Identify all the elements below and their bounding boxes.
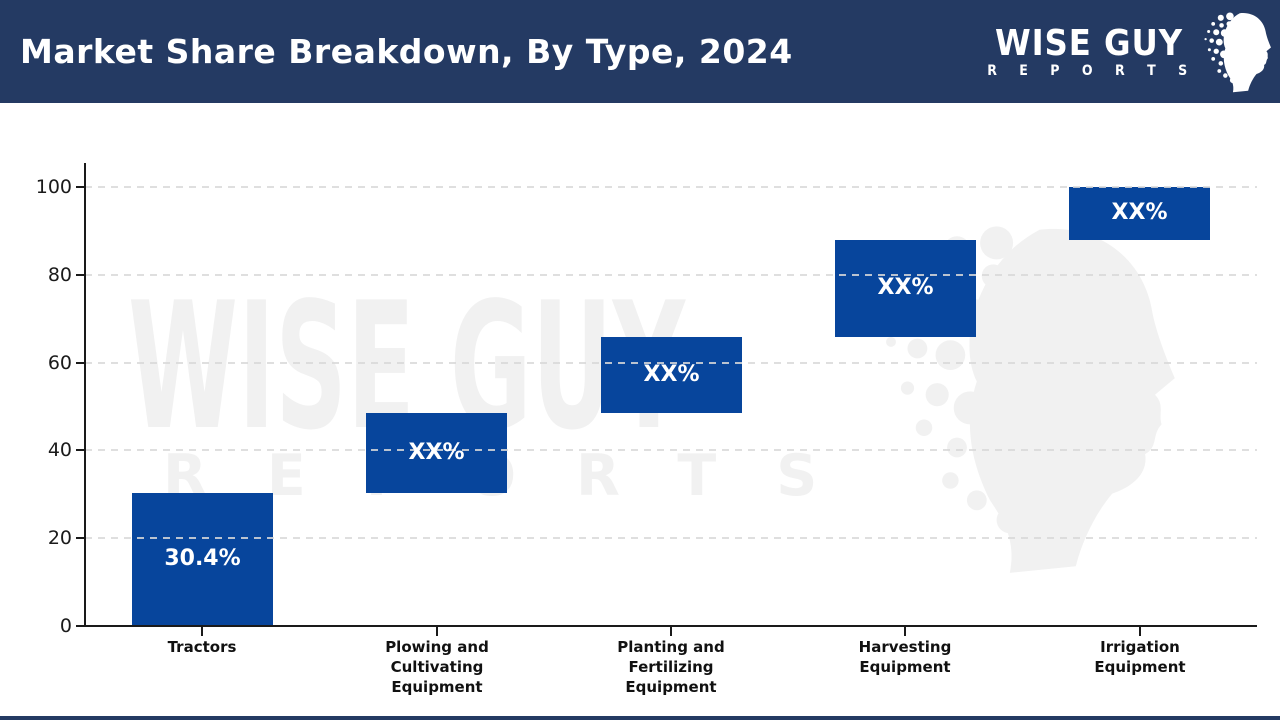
brand-name: WISE GUY	[994, 22, 1183, 64]
data-bar	[1069, 187, 1210, 240]
x-axis-category-label: Plowing and Cultivating Equipment	[385, 638, 489, 696]
brand-head-icon	[1204, 12, 1271, 93]
y-axis-tick-label: 20	[47, 527, 72, 550]
data-bar	[366, 413, 507, 493]
x-axis-line	[84, 625, 1257, 627]
data-bar-value-label: XX%	[1111, 200, 1168, 225]
y-axis-tick-label: 60	[47, 351, 72, 374]
y-axis-tick	[76, 186, 85, 188]
y-gridline	[85, 273, 1257, 276]
y-axis-tick-label: 80	[47, 263, 72, 286]
header-band: Market Share Breakdown, By Type, 2024 WI…	[0, 0, 1280, 103]
x-axis-tick	[1139, 627, 1141, 636]
y-axis-tick-label: 100	[35, 176, 72, 198]
y-axis-line	[84, 163, 86, 627]
data-bar-value-label: XX%	[877, 275, 934, 300]
y-axis-tick	[76, 273, 85, 276]
chart-title: Market Share Breakdown, By Type, 2024	[20, 32, 793, 71]
x-axis-tick	[201, 627, 203, 636]
y-gridline	[85, 186, 1257, 188]
x-axis-tick	[670, 627, 672, 636]
y-gridline	[85, 537, 1257, 540]
brand-subtitle: R E P O R T S	[987, 62, 1196, 79]
data-bar	[132, 493, 273, 626]
brand-logo: WISE GUY R E P O R T S	[958, 6, 1274, 98]
y-gridline	[85, 449, 1257, 452]
y-axis-tick	[76, 361, 85, 364]
x-axis-category-label: Harvesting Equipment	[858, 638, 952, 676]
data-bar	[835, 240, 976, 337]
data-bar	[601, 337, 742, 413]
x-axis-category-label: Irrigation Equipment	[1094, 638, 1186, 676]
footer-strip	[0, 716, 1280, 720]
y-axis-tick-label: 0	[59, 615, 72, 637]
x-axis-category-label: Tractors	[167, 638, 237, 656]
y-gridline	[85, 361, 1257, 364]
y-axis-tick	[76, 537, 85, 540]
brand-logo-text: WISE GUY R E P O R T S	[982, 22, 1196, 80]
data-bar-value-label: XX%	[408, 440, 465, 465]
x-axis-category-label: Planting and Fertilizing Equipment	[617, 638, 725, 696]
data-bar-value-label: XX%	[643, 362, 700, 387]
data-bar-value-label: 30.4%	[164, 546, 241, 571]
x-axis-tick	[436, 627, 438, 636]
y-axis-tick	[76, 625, 85, 627]
y-axis-tick	[76, 449, 85, 452]
x-axis-tick	[904, 627, 906, 636]
y-axis-tick-label: 40	[47, 439, 72, 462]
